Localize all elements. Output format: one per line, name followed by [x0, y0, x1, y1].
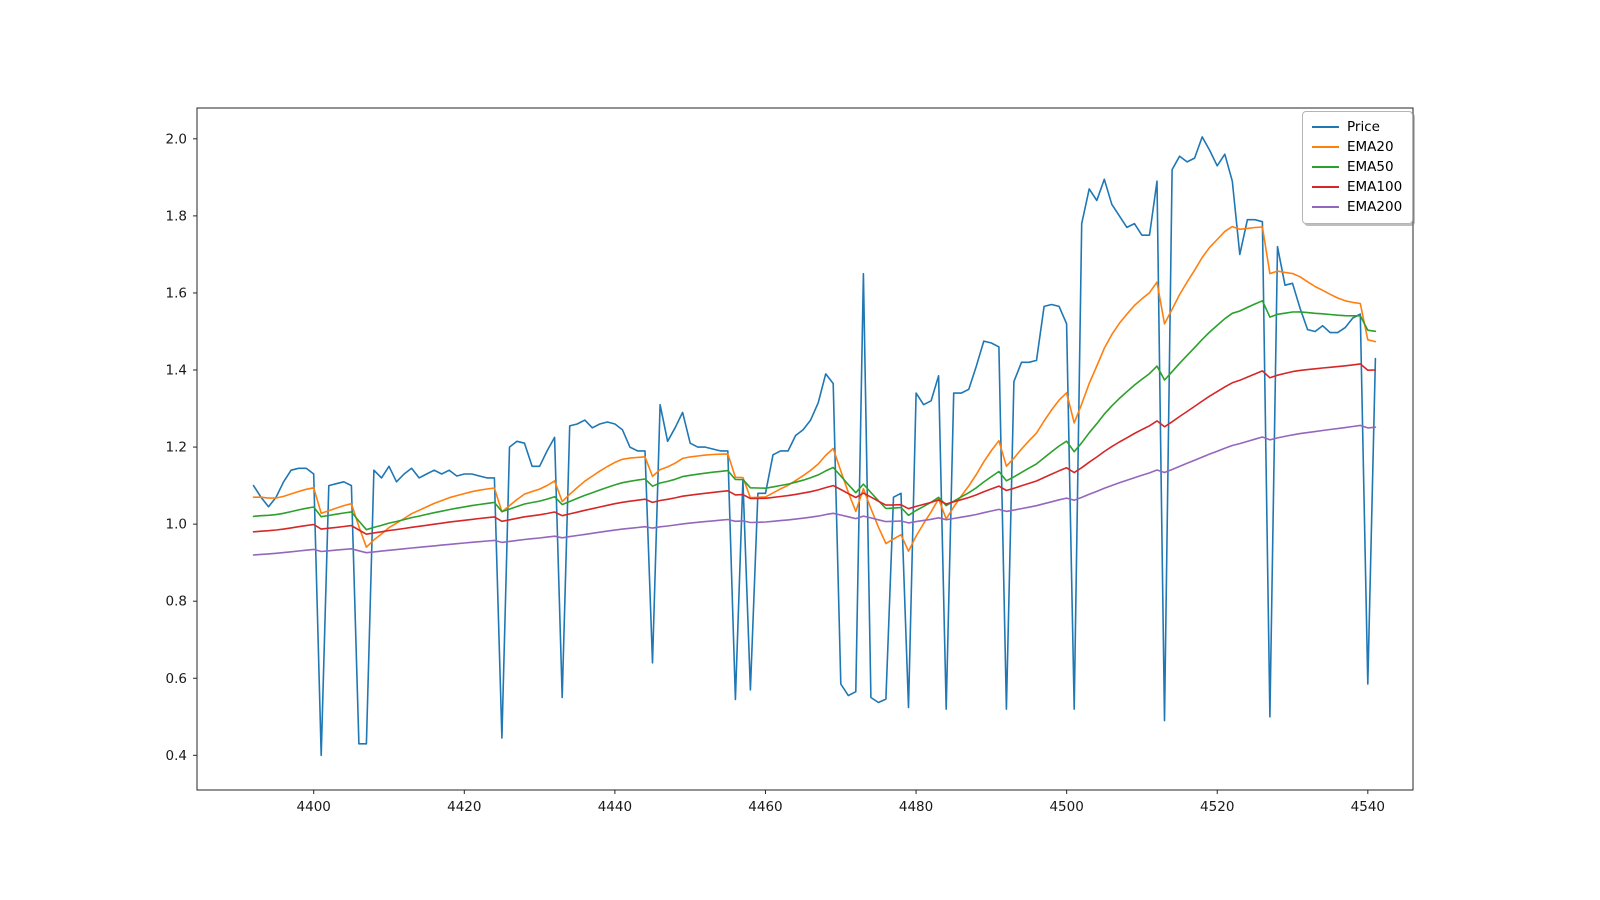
legend-item-price: Price — [1312, 117, 1402, 137]
x-tick-label: 4440 — [598, 799, 632, 815]
legend-line-swatch — [1312, 146, 1339, 148]
legend-line-swatch — [1312, 206, 1339, 208]
y-tick-label: 2.0 — [166, 131, 187, 147]
y-tick-label: 1.6 — [166, 285, 187, 301]
price-line — [252, 136, 1377, 757]
legend-item-ema100: EMA100 — [1312, 177, 1402, 197]
y-tick-label: 1.4 — [166, 363, 187, 379]
legend-line-swatch — [1312, 186, 1339, 188]
ema20-line — [252, 225, 1377, 553]
legend-label: EMA50 — [1347, 159, 1394, 175]
x-tick-label: 4540 — [1351, 799, 1385, 815]
legend-item-ema50: EMA50 — [1312, 157, 1402, 177]
x-tick-label: 4460 — [748, 799, 782, 815]
legend: Price EMA20 EMA50 EMA100 EMA200 — [1302, 111, 1414, 224]
x-tick-label: 4500 — [1049, 799, 1083, 815]
y-tick-label: 1.2 — [166, 440, 187, 456]
x-tick-label: 4400 — [297, 799, 331, 815]
legend-item-ema200: EMA200 — [1312, 197, 1402, 217]
legend-label: EMA100 — [1347, 179, 1403, 195]
y-tick-label: 0.4 — [166, 748, 187, 764]
legend-label: Price — [1347, 119, 1380, 135]
x-tick-label: 4420 — [447, 799, 481, 815]
y-tick-label: 1.0 — [166, 517, 187, 533]
ema50-line — [252, 299, 1377, 531]
plot-border — [196, 107, 1414, 791]
x-tick-label: 4480 — [899, 799, 933, 815]
y-tick-label: 0.8 — [166, 594, 187, 610]
legend-label: EMA20 — [1347, 139, 1394, 155]
x-tick-label: 4520 — [1200, 799, 1234, 815]
legend-line-swatch — [1312, 166, 1339, 168]
legend-line-swatch — [1312, 126, 1339, 128]
ema100-line — [252, 363, 1377, 536]
y-tick-label: 1.8 — [166, 208, 187, 224]
legend-label: EMA200 — [1347, 199, 1403, 215]
legend-item-ema20: EMA20 — [1312, 137, 1402, 157]
y-tick-label: 0.6 — [166, 671, 187, 687]
ema200-line — [252, 424, 1377, 556]
